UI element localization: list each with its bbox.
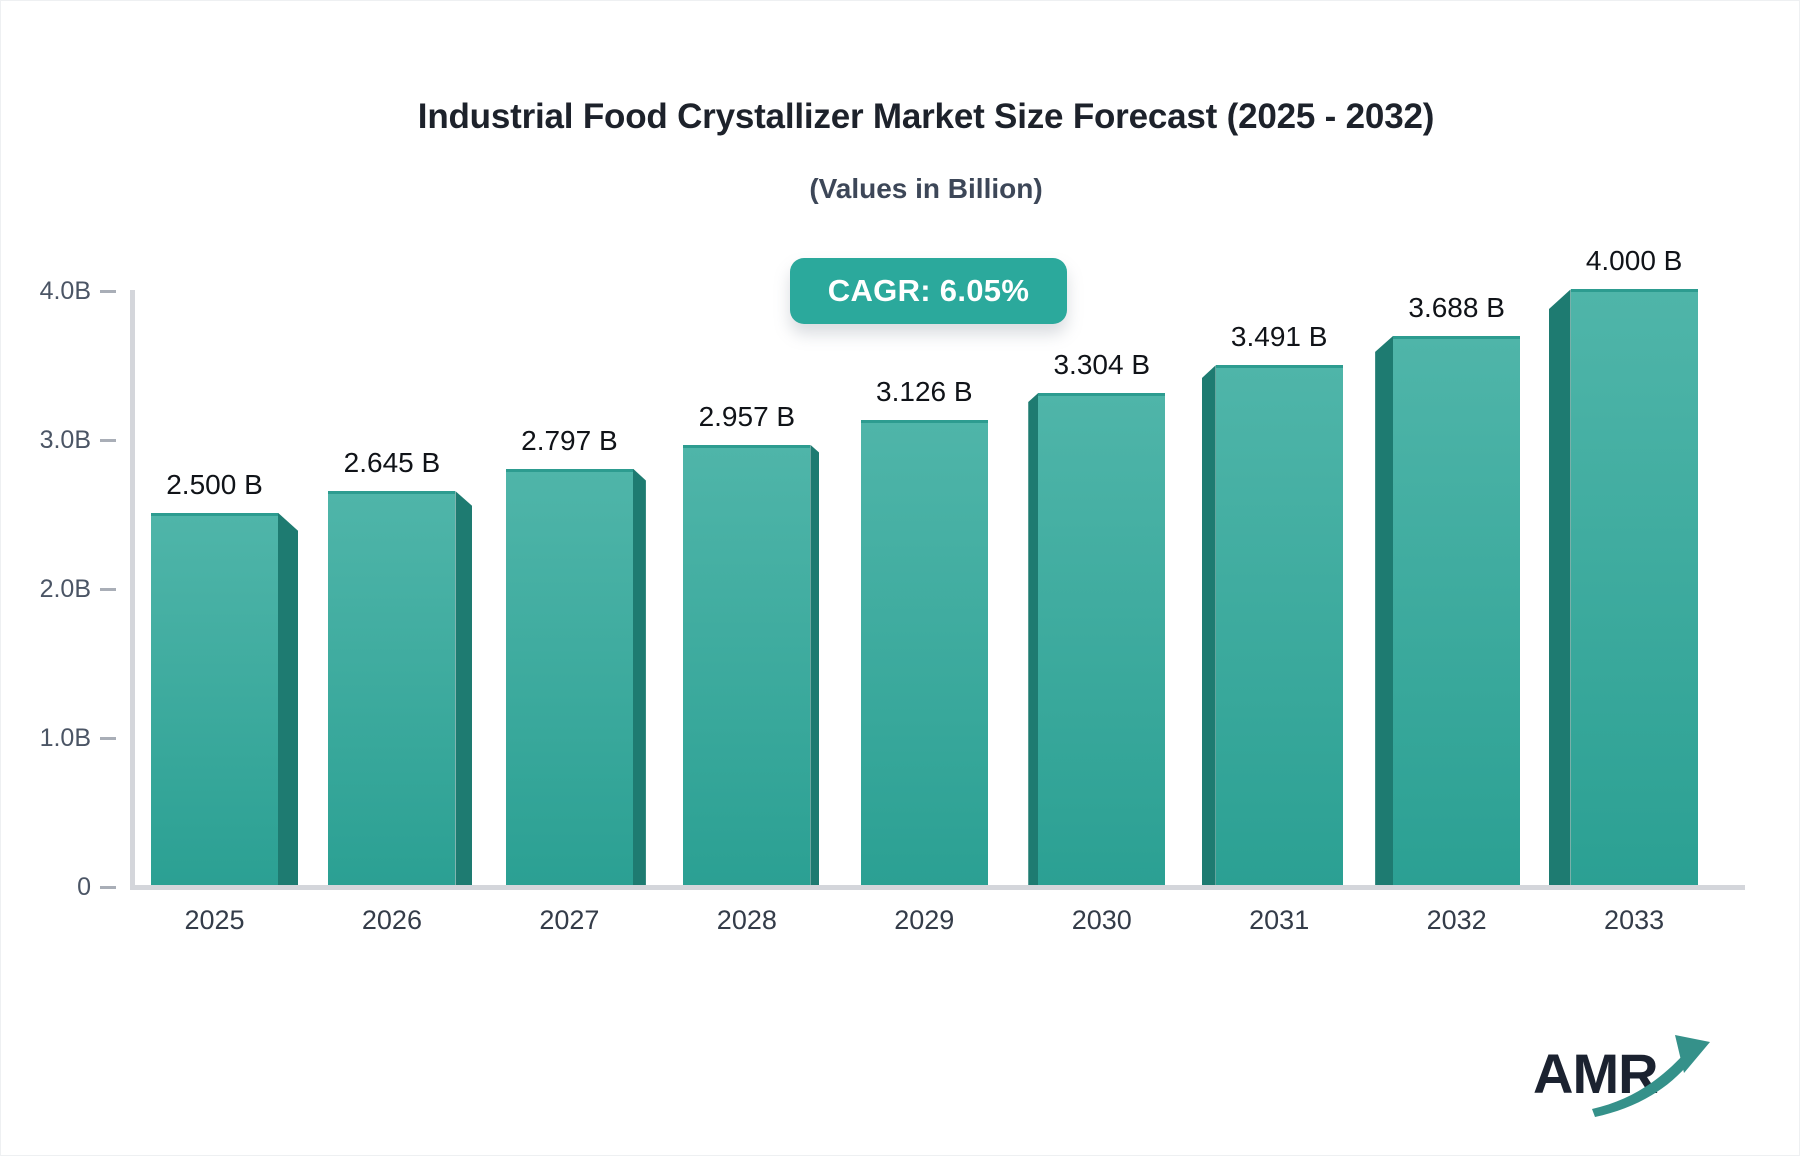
x-tick-label: 2033 (1604, 905, 1665, 935)
bar-side-face (1028, 393, 1039, 885)
y-tick-label: 2.0B (39, 575, 91, 604)
y-tick-label: 3.0B (39, 426, 91, 455)
bar-2030 (1038, 393, 1166, 885)
bar-2029 (860, 419, 988, 885)
y-tick-mark (100, 439, 116, 443)
chart-title: Industrial Food Crystallizer Market Size… (417, 97, 1435, 136)
x-tick-label: 2027 (539, 905, 600, 935)
bar-value-label: 4.000 B (1585, 245, 1683, 277)
x-tick-label: 2028 (716, 905, 777, 935)
x-tick-label: 2029 (894, 905, 955, 935)
bar-value-label: 2.957 B (698, 400, 796, 432)
bar-side-face (1375, 335, 1394, 885)
bar-value-label: 3.126 B (876, 375, 973, 407)
bar-side-face (632, 468, 646, 885)
bar-2033 (1570, 289, 1698, 885)
y-axis-line (130, 290, 135, 887)
x-tick-label: 2030 (1071, 905, 1132, 935)
x-tick-label: 2032 (1426, 905, 1487, 935)
bar-value-label: 2.645 B (343, 447, 441, 479)
bar-value-label: 3.304 B (1053, 349, 1151, 381)
y-tick-label: 1.0B (39, 724, 91, 753)
cagr-badge: CAGR: 6.05% (790, 258, 1067, 324)
bar-2031 (1215, 365, 1343, 885)
y-tick-label: 4.0B (39, 277, 91, 306)
x-tick-label: 2031 (1249, 905, 1310, 935)
bar-2028 (683, 444, 811, 885)
y-tick-mark (100, 886, 116, 889)
bar-2027 (505, 468, 633, 885)
x-tick-label: 2026 (361, 905, 422, 935)
x-tick-label: 2025 (184, 905, 245, 935)
bar-value-label: 2.500 B (166, 468, 263, 500)
bar-value-label: 3.491 B (1230, 321, 1328, 353)
bar-value-label: 2.797 B (521, 424, 618, 456)
amr-logo: AMR (1521, 1026, 1761, 1136)
chart-subtitle: (Values in Billion) (809, 173, 1043, 204)
y-tick-mark (100, 588, 116, 592)
bar-side-face (278, 512, 298, 885)
cagr-badge-label: CAGR: 6.05% (827, 273, 1030, 308)
bar-2026 (328, 491, 456, 885)
y-tick-mark (100, 290, 116, 294)
bar-side-face (455, 491, 473, 885)
bar-side-face (810, 444, 820, 885)
growth-arrow-icon (1592, 1035, 1710, 1117)
y-tick-mark (100, 737, 116, 741)
bar-2032 (1393, 335, 1521, 885)
bar-2025 (151, 512, 278, 885)
bar-value-label: 3.688 B (1408, 291, 1505, 323)
bar-side-face (1548, 289, 1571, 885)
x-axis-baseline (130, 885, 1745, 890)
y-tick-label: 0 (77, 873, 91, 901)
bar-side-face (1201, 365, 1216, 885)
